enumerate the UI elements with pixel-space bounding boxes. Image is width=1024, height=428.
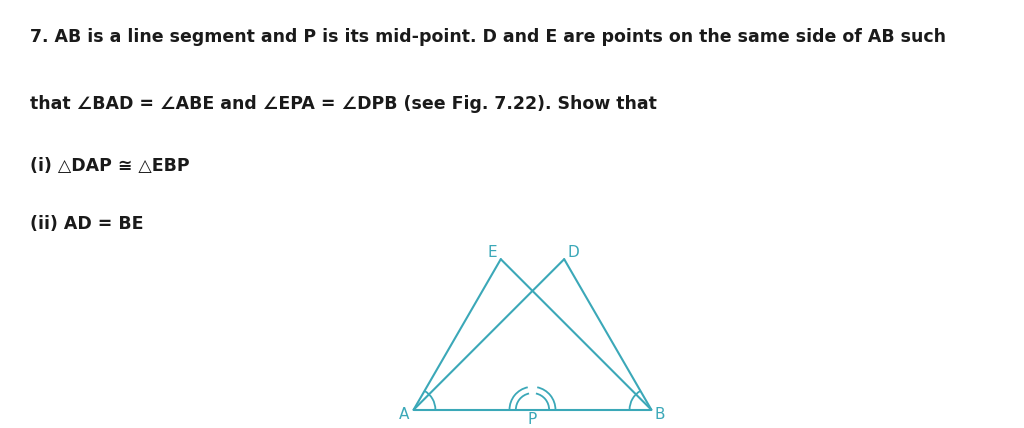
Text: P: P	[527, 412, 538, 427]
Text: 7. AB is a line segment and P is its mid-point. D and E are points on the same s: 7. AB is a line segment and P is its mid…	[31, 28, 946, 46]
Text: E: E	[487, 244, 497, 259]
Text: that ∠BAD = ∠ABE and ∠EPA = ∠DPB (see Fig. 7.22). Show that: that ∠BAD = ∠ABE and ∠EPA = ∠DPB (see Fi…	[31, 95, 657, 113]
Text: D: D	[567, 244, 579, 259]
Text: (i) △DAP ≅ △EBP: (i) △DAP ≅ △EBP	[31, 157, 189, 175]
Text: B: B	[654, 407, 666, 422]
Text: (ii) AD = BE: (ii) AD = BE	[31, 215, 143, 233]
Text: A: A	[398, 407, 409, 422]
